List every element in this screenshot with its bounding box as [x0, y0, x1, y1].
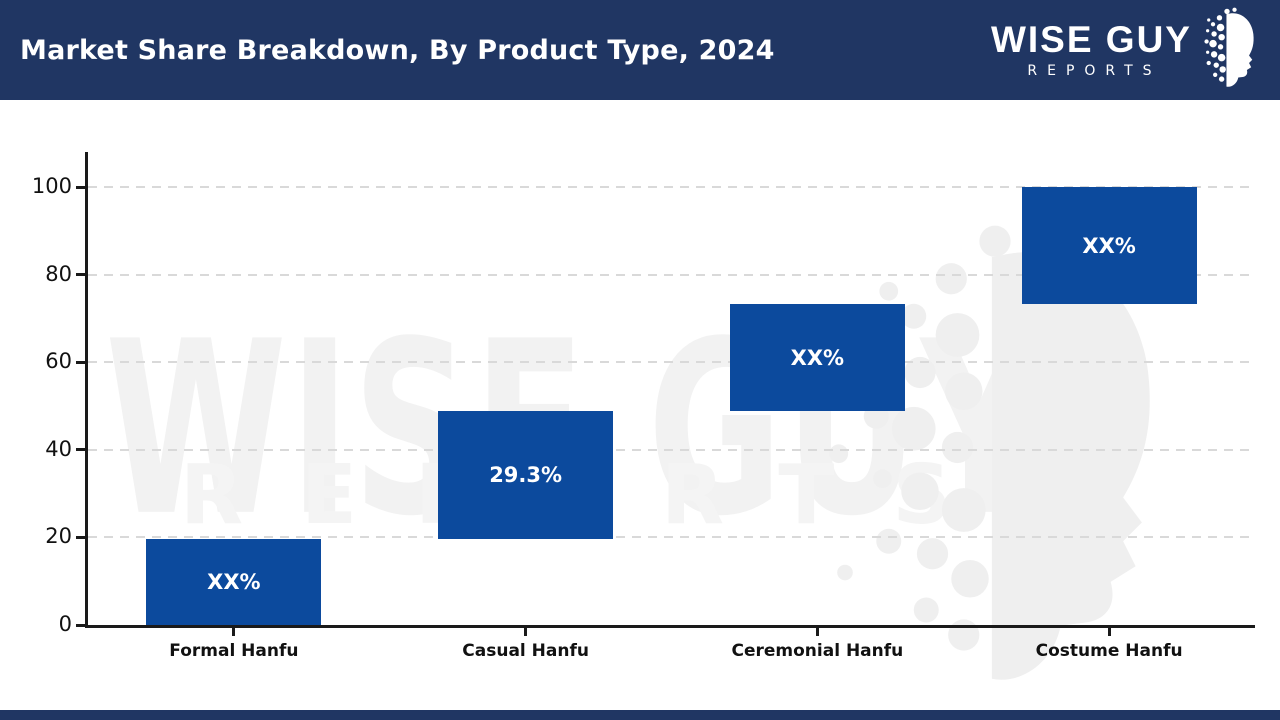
bar-value-label: XX%	[1082, 233, 1136, 258]
plot-area: 0 20 40 60 80 100 XX% Formal Hanfu 29.3% Casual H…	[0, 100, 1280, 710]
y-gridline	[88, 186, 1255, 189]
y-tick-label: 80	[45, 261, 72, 286]
x-axis-label: Ceremonial Hanfu	[731, 641, 904, 661]
x-tick-mark	[232, 628, 236, 636]
bar-value-label: 29.3%	[489, 462, 563, 487]
footer-bar	[0, 710, 1280, 720]
bar-casual-hanfu: 29.3%	[438, 410, 614, 540]
x-tick-mark	[1107, 628, 1111, 636]
x-axis-label: Formal Hanfu	[169, 641, 299, 661]
watermark-head-icon	[829, 219, 1150, 680]
y-gridline	[88, 361, 1255, 364]
bar-costume-hanfu: XX%	[1021, 187, 1197, 305]
y-gridline	[88, 448, 1255, 451]
brand-logo-text: WISE GUY REPORTS	[991, 21, 1192, 78]
logo-wordmark: WISE GUY	[990, 18, 1192, 60]
bar-value-label: XX%	[790, 345, 845, 370]
bar-ceremonial-hanfu: XX%	[729, 304, 905, 411]
x-tick-mark	[815, 628, 819, 636]
y-tick-label: 60	[45, 349, 72, 374]
bar-value-label: XX%	[207, 570, 261, 595]
x-axis-label: Costume Hanfu	[1035, 641, 1183, 661]
y-gridline	[88, 273, 1255, 276]
wiseguy-head-icon	[1204, 7, 1254, 87]
y-tick-label: 40	[45, 436, 72, 461]
x-axis-line	[85, 625, 1255, 628]
y-tick-label: 100	[31, 174, 72, 199]
y-tick-mark	[76, 273, 85, 277]
chart-title: Market Share Breakdown, By Product Type,…	[20, 34, 775, 66]
brand-logo: WISE GUY REPORTS	[991, 6, 1266, 92]
header-bar: Market Share Breakdown, By Product Type,…	[0, 0, 1280, 100]
y-tick-label: 20	[45, 524, 72, 549]
y-tick-label: 0	[58, 612, 72, 636]
logo-subtext: REPORTS	[1027, 62, 1162, 79]
y-tick-mark	[76, 623, 85, 627]
y-tick-mark	[76, 448, 85, 452]
y-tick-mark	[76, 185, 85, 189]
x-axis-label: Casual Hanfu	[462, 641, 589, 661]
y-tick-mark	[76, 360, 85, 364]
y-gridline	[88, 536, 1255, 539]
bar-formal-hanfu: XX%	[146, 539, 322, 625]
y-axis-line	[85, 152, 88, 628]
x-tick-mark	[524, 628, 528, 636]
y-tick-mark	[76, 535, 85, 539]
